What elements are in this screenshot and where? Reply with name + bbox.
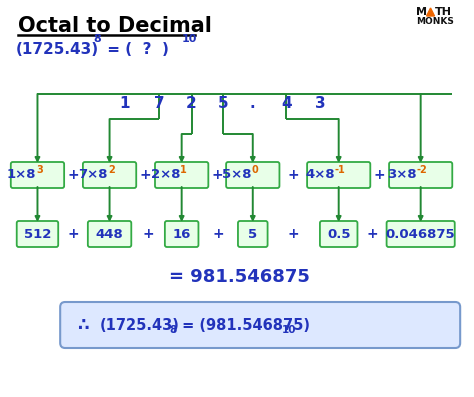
Text: -2: -2	[417, 165, 428, 175]
Text: 10: 10	[182, 34, 197, 44]
Text: TH: TH	[435, 7, 452, 17]
Text: +: +	[142, 227, 154, 241]
Text: 16: 16	[173, 227, 191, 241]
Polygon shape	[427, 8, 435, 16]
Text: 3: 3	[36, 165, 43, 175]
Text: 0: 0	[251, 165, 258, 175]
Text: +: +	[67, 227, 79, 241]
FancyBboxPatch shape	[389, 162, 452, 188]
Text: 1×8: 1×8	[7, 168, 36, 181]
Text: 0.5: 0.5	[327, 227, 350, 241]
FancyBboxPatch shape	[83, 162, 136, 188]
Text: .: .	[250, 96, 255, 112]
Text: +: +	[68, 168, 79, 182]
Text: 3: 3	[315, 96, 325, 112]
Text: +: +	[211, 168, 223, 182]
Text: 1: 1	[180, 165, 187, 175]
Text: +: +	[374, 168, 385, 182]
Text: 4×8: 4×8	[305, 168, 335, 181]
FancyBboxPatch shape	[320, 221, 357, 247]
Text: +: +	[212, 227, 224, 241]
Text: 7×8: 7×8	[79, 168, 108, 181]
FancyBboxPatch shape	[238, 221, 268, 247]
Text: = (  ?  ): = ( ? )	[101, 42, 169, 57]
FancyBboxPatch shape	[387, 221, 455, 247]
FancyBboxPatch shape	[307, 162, 370, 188]
Text: 5: 5	[218, 96, 228, 112]
FancyBboxPatch shape	[88, 221, 131, 247]
Text: 3×8: 3×8	[387, 168, 417, 181]
Text: -1: -1	[335, 165, 346, 175]
Text: +: +	[287, 168, 299, 182]
Text: 512: 512	[24, 227, 51, 241]
Text: (1725.43): (1725.43)	[100, 318, 180, 333]
FancyBboxPatch shape	[11, 162, 64, 188]
Text: M: M	[416, 7, 427, 17]
Text: 8: 8	[170, 325, 177, 335]
FancyBboxPatch shape	[60, 302, 460, 348]
Text: MONKS: MONKS	[416, 17, 454, 26]
FancyBboxPatch shape	[226, 162, 280, 188]
Text: = (981.546875): = (981.546875)	[177, 318, 310, 333]
Text: 448: 448	[96, 227, 123, 241]
Text: Octal to Decimal: Octal to Decimal	[18, 16, 211, 36]
Text: ∴: ∴	[77, 316, 89, 334]
Text: 4: 4	[281, 96, 292, 112]
FancyBboxPatch shape	[165, 221, 199, 247]
Text: 5×8: 5×8	[222, 168, 251, 181]
FancyBboxPatch shape	[155, 162, 209, 188]
Text: (1725.43): (1725.43)	[16, 42, 99, 57]
Text: +: +	[140, 168, 151, 182]
Text: 8: 8	[94, 34, 101, 44]
Text: 10: 10	[282, 325, 296, 335]
Text: 2×8: 2×8	[151, 168, 180, 181]
Text: 2: 2	[108, 165, 115, 175]
Text: 2: 2	[186, 96, 197, 112]
Text: 7: 7	[154, 96, 164, 112]
FancyBboxPatch shape	[17, 221, 58, 247]
Text: 0.046875: 0.046875	[386, 227, 456, 241]
Text: +: +	[288, 227, 300, 241]
Text: = 981.546875: = 981.546875	[170, 268, 310, 286]
Text: 1: 1	[119, 96, 129, 112]
Text: 5: 5	[248, 227, 257, 241]
Text: +: +	[366, 227, 378, 241]
